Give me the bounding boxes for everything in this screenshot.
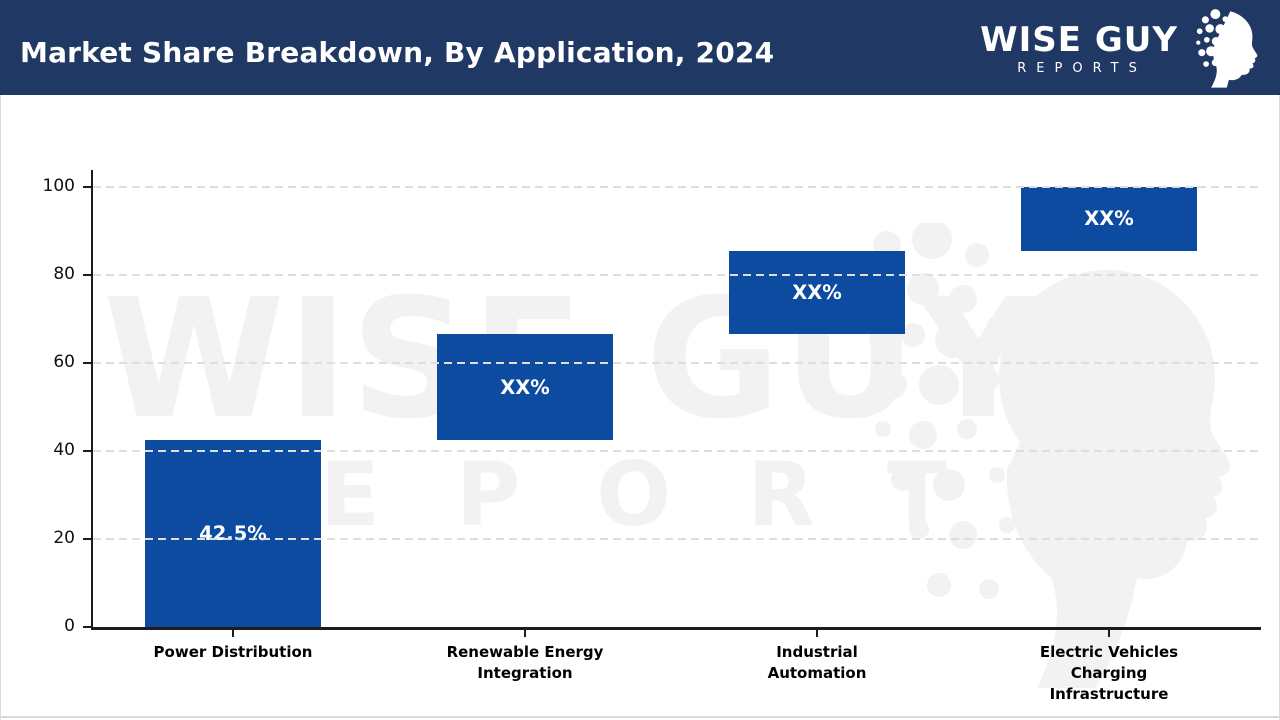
gridline-100 — [93, 186, 1261, 188]
x-tick-mark — [1108, 630, 1110, 637]
bar-segment: 42.5% — [145, 440, 321, 627]
x-axis-label: Industrial Automation — [767, 643, 867, 682]
brand-tagline: REPORTS — [1017, 61, 1147, 76]
y-tick-label: 80 — [53, 264, 75, 284]
y-tick-mark — [83, 626, 91, 628]
x-axis-label: Electric Vehicles Charging Infrastructur… — [1039, 643, 1179, 703]
bottom-divider — [1, 716, 1279, 718]
page-title: Market Share Breakdown, By Application, … — [20, 36, 775, 69]
y-tick-mark — [83, 450, 91, 452]
y-tick-label: 40 — [53, 440, 75, 460]
x-axis-label: Renewable Energy Integration — [446, 643, 604, 682]
x-axis-label: Power Distribution — [153, 643, 313, 661]
gridline-20 — [93, 538, 1261, 540]
bar-segment: XX% — [729, 250, 905, 335]
brand-name: WISE GUY — [980, 20, 1178, 60]
y-tick-label: 20 — [53, 528, 75, 548]
plot-area: 0 20 40 60 80 100 42.5% Power Distribution XX% Re… — [43, 170, 1261, 703]
x-tick-mark — [232, 630, 234, 637]
bar-segment: XX% — [1021, 187, 1197, 251]
bar-value-label: XX% — [792, 281, 842, 305]
gridline-80 — [93, 274, 1261, 276]
y-tick-mark — [83, 362, 91, 364]
watermark-brand-tagline: REPORTS — [176, 443, 1163, 546]
y-tick-mark — [83, 538, 91, 540]
y-tick-label: 100 — [42, 176, 75, 196]
brand-logo-text: WISE GUY REPORTS — [980, 20, 1178, 76]
y-tick-label: 60 — [53, 352, 75, 372]
gridline-40 — [93, 450, 1261, 452]
bar-segment: XX% — [437, 334, 613, 440]
dotted-head-icon — [1196, 9, 1258, 88]
header-bar: Market Share Breakdown, By Application, … — [0, 0, 1280, 95]
y-tick-mark — [83, 186, 91, 188]
y-tick-mark — [83, 274, 91, 276]
bar-value-label: 42.5% — [199, 522, 267, 545]
y-tick-label: 0 — [64, 616, 75, 636]
bar-value-label: XX% — [1084, 207, 1134, 231]
brand-logo: WISE GUY REPORTS — [980, 7, 1268, 89]
x-tick-mark — [524, 630, 526, 637]
watermark-head-icon — [869, 223, 1231, 688]
gridline-60 — [93, 362, 1261, 364]
bar-value-label: XX% — [500, 375, 550, 399]
chart-area: WISE GUY REPORTS 0 20 40 60 80 100 42.5% Power … — [0, 95, 1280, 720]
x-tick-mark — [816, 630, 818, 637]
